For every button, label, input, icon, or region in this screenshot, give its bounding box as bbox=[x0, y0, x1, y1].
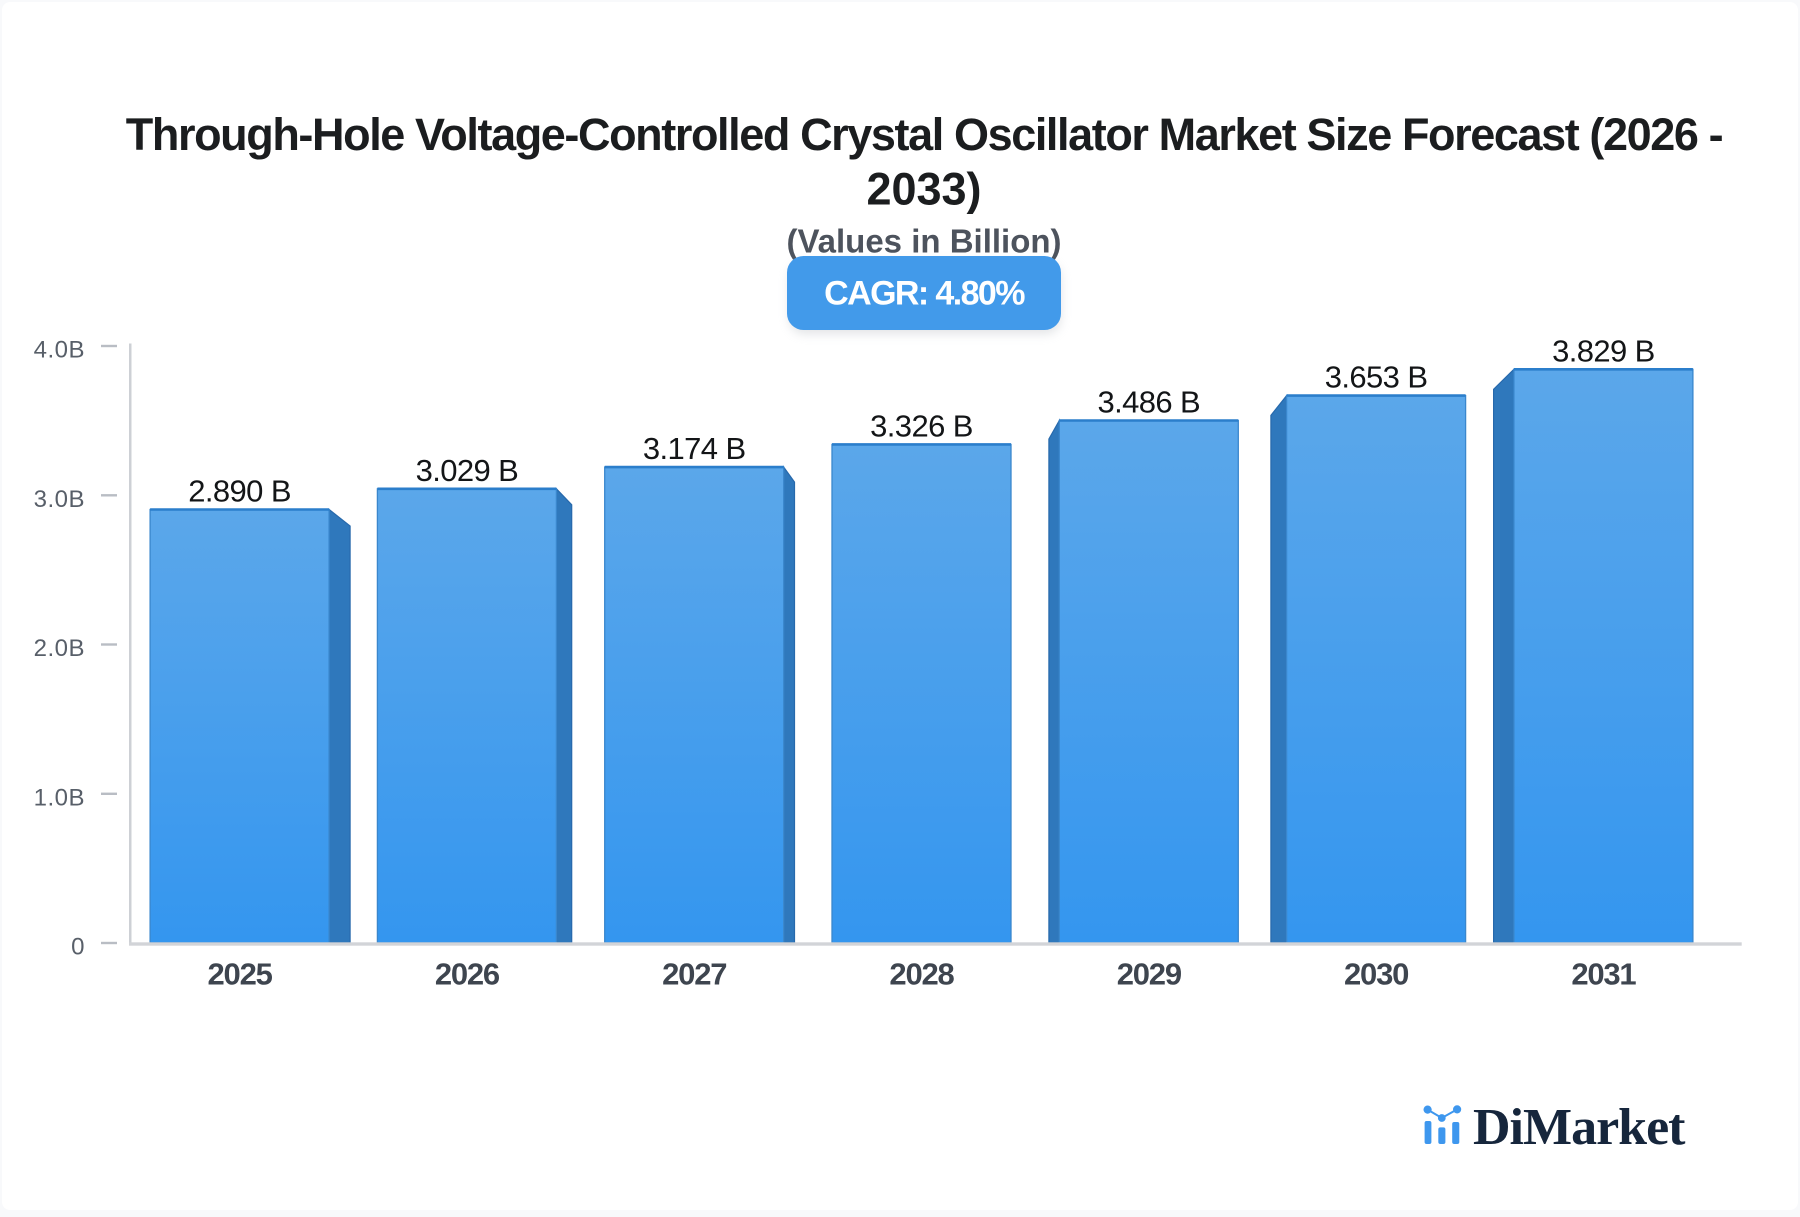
svg-text:2031: 2031 bbox=[1571, 957, 1636, 992]
svg-text:2026: 2026 bbox=[435, 957, 500, 992]
svg-text:2029: 2029 bbox=[1117, 957, 1182, 992]
svg-text:3.653 B: 3.653 B bbox=[1325, 360, 1428, 395]
svg-text:3.829 B: 3.829 B bbox=[1552, 333, 1655, 368]
svg-text:CAGR: 4.80%: CAGR: 4.80% bbox=[824, 275, 1025, 313]
svg-text:3.326 B: 3.326 B bbox=[870, 408, 973, 443]
svg-text:0: 0 bbox=[71, 934, 85, 961]
svg-text:(Values in Billion): (Values in Billion) bbox=[786, 222, 1061, 259]
svg-text:3.486 B: 3.486 B bbox=[1097, 385, 1200, 420]
svg-text:2.890 B: 2.890 B bbox=[188, 474, 291, 509]
svg-text:Through-Hole Voltage-Controlle: Through-Hole Voltage-Controlled Crystal … bbox=[126, 109, 1723, 160]
svg-text:1.0B: 1.0B bbox=[34, 784, 85, 811]
svg-text:2027: 2027 bbox=[662, 957, 726, 992]
svg-text:3.0B: 3.0B bbox=[34, 486, 85, 513]
svg-text:2033): 2033) bbox=[866, 164, 981, 215]
svg-text:3.029 B: 3.029 B bbox=[416, 453, 519, 488]
svg-text:2028: 2028 bbox=[889, 957, 954, 992]
svg-text:2.0B: 2.0B bbox=[34, 635, 85, 662]
svg-text:2030: 2030 bbox=[1344, 957, 1408, 992]
svg-text:2025: 2025 bbox=[208, 957, 273, 992]
svg-text:DiMarket: DiMarket bbox=[1473, 1099, 1686, 1156]
svg-text:4.0B: 4.0B bbox=[34, 337, 85, 364]
svg-text:3.174 B: 3.174 B bbox=[643, 431, 746, 466]
